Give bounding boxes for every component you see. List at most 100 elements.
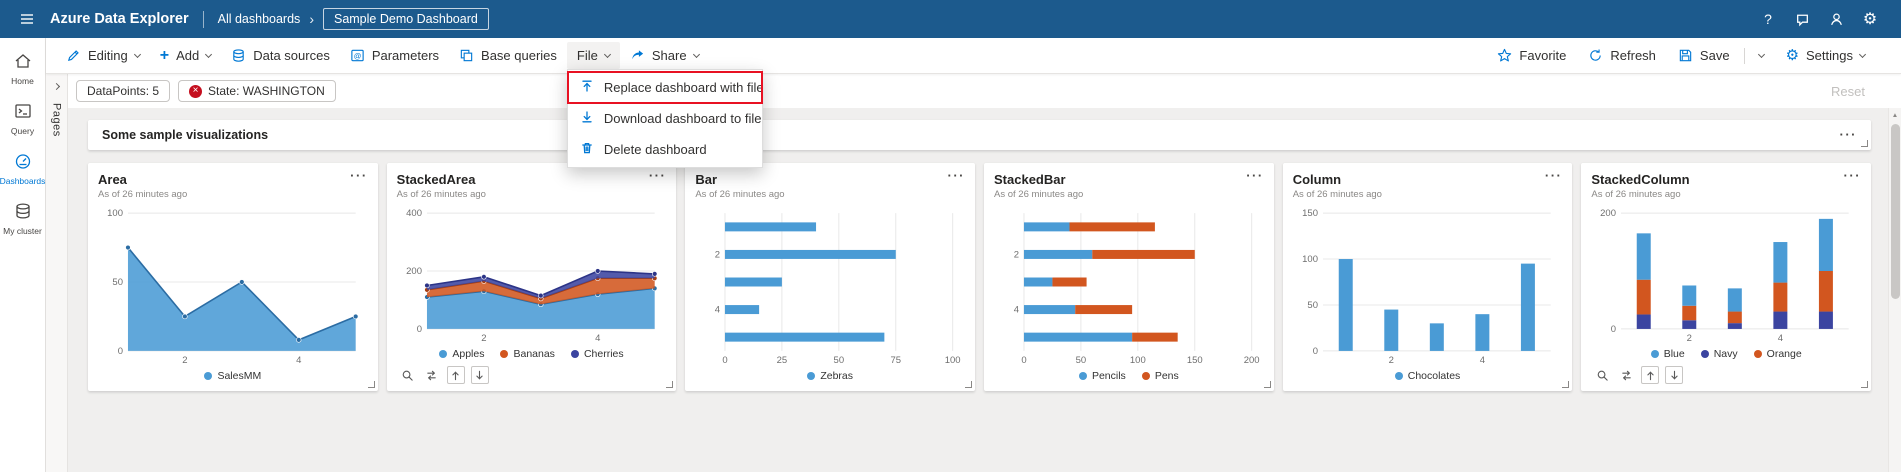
legend-label: Pencils — [1091, 370, 1126, 382]
tile-more-menu-icon[interactable]: ··· — [1839, 127, 1857, 142]
tile-more-menu-icon[interactable]: ··· — [648, 168, 667, 183]
dashboard-name-box[interactable]: Sample Demo Dashboard — [322, 8, 489, 30]
resize-handle-icon[interactable] — [666, 381, 674, 388]
sidebar-item-label: Query — [10, 126, 35, 136]
save-more-options-button[interactable] — [1749, 49, 1774, 63]
legend-item[interactable]: Pens — [1141, 370, 1179, 382]
feedback-icon[interactable] — [1787, 4, 1817, 34]
resize-handle-icon[interactable] — [1263, 381, 1271, 388]
legend-item[interactable]: Apples — [439, 348, 484, 360]
stacked-bar-chart: 0 50 100 150 200 2 4 — [994, 203, 1264, 366]
editing-mode-button[interactable]: Editing — [56, 42, 150, 69]
legend-item[interactable]: Cherries — [570, 348, 624, 360]
breadcrumb-separator-icon: › — [309, 11, 314, 27]
add-button[interactable]: + Add — [150, 42, 221, 69]
legend-label: Apples — [452, 348, 485, 360]
move-down-icon[interactable] — [470, 366, 489, 384]
scroll-up-arrow-icon[interactable]: ▲ — [1891, 112, 1899, 119]
favorite-button[interactable]: Favorite — [1487, 42, 1576, 69]
svg-text:75: 75 — [891, 355, 902, 366]
svg-text:4: 4 — [1014, 305, 1019, 316]
legend-dot-icon — [439, 350, 448, 358]
hamburger-menu-icon[interactable] — [10, 0, 44, 38]
tile-subtitle: As of 26 minutes ago — [1591, 189, 1681, 200]
help-icon[interactable]: ? — [1764, 11, 1772, 27]
reset-filters-button[interactable]: Reset — [1831, 83, 1865, 99]
resize-handle-icon[interactable] — [965, 381, 973, 388]
svg-text:50: 50 — [112, 277, 123, 288]
star-icon — [1497, 48, 1512, 63]
tile-more-menu-icon[interactable]: ··· — [1246, 168, 1264, 183]
legend-item[interactable]: Zebras — [807, 370, 853, 382]
save-button[interactable]: Save — [1668, 42, 1740, 69]
share-button[interactable]: Share — [620, 42, 709, 69]
tile-more-menu-icon[interactable]: ··· — [1544, 168, 1563, 183]
stacked-column-chart: 0 200 2 4 — [1591, 203, 1861, 344]
legend-item[interactable]: Orange — [1753, 348, 1802, 360]
legend-label: SalesMM — [217, 370, 262, 382]
sidebar-item-query[interactable]: Query — [0, 94, 46, 144]
legend-label: Pens — [1154, 370, 1179, 382]
legend-item[interactable]: Pencils — [1078, 370, 1126, 382]
top-app-bar: Azure Data Explorer All dashboards › Sam… — [0, 0, 1901, 38]
menu-item-replace-dashboard[interactable]: Replace dashboard with file — [566, 71, 764, 104]
database-icon — [231, 48, 246, 63]
svg-text:@: @ — [354, 51, 362, 60]
legend-item[interactable]: Blue — [1650, 348, 1685, 360]
legend-item[interactable]: Navy — [1700, 348, 1738, 360]
tile-more-menu-icon[interactable]: ··· — [947, 168, 966, 183]
move-down-icon[interactable] — [1665, 366, 1684, 384]
scrollbar-thumb[interactable] — [1891, 124, 1900, 299]
sidebar-item-home[interactable]: Home — [0, 44, 46, 94]
tile-title: StackedBar — [994, 172, 1066, 187]
legend-dot-icon — [500, 350, 509, 358]
zoom-icon[interactable] — [399, 366, 417, 384]
swap-arrows-icon[interactable] — [1617, 366, 1635, 384]
file-menu-button[interactable]: File Replace dashboard with file — [566, 42, 764, 168]
refresh-button[interactable]: Refresh — [1578, 42, 1666, 69]
parameters-button[interactable]: @ Parameters — [340, 42, 449, 69]
data-sources-button[interactable]: Data sources — [221, 42, 340, 69]
pencil-icon — [66, 48, 81, 63]
legend-item[interactable]: Bananas — [500, 348, 555, 360]
portal-settings-gear-icon[interactable]: ⚙ — [1862, 11, 1878, 28]
account-icon[interactable] — [1821, 4, 1851, 34]
expand-pages-icon[interactable] — [52, 82, 61, 91]
resize-handle-icon[interactable] — [1562, 381, 1570, 388]
resize-handle-icon[interactable] — [367, 381, 375, 388]
sidebar-item-my-cluster[interactable]: My cluster — [0, 194, 46, 244]
clear-filter-icon[interactable]: × — [189, 84, 203, 98]
chart-legend: Zebras — [695, 366, 965, 386]
settings-label: Settings — [1806, 48, 1853, 63]
toolbar-right-actions: Favorite Refresh Save — [1487, 42, 1875, 69]
editing-label: Editing — [88, 48, 128, 63]
sidebar-item-dashboards[interactable]: Dashboards — [0, 144, 46, 194]
resize-handle-icon[interactable] — [1861, 381, 1869, 388]
breadcrumb-all-dashboards[interactable]: All dashboards — [217, 12, 301, 26]
move-up-icon[interactable] — [446, 366, 465, 384]
svg-text:2: 2 — [715, 249, 720, 260]
state-parameter-pill[interactable]: × State: WASHINGTON — [178, 80, 336, 102]
tile-more-menu-icon[interactable]: ··· — [1843, 168, 1862, 183]
svg-text:50: 50 — [1076, 355, 1087, 366]
resize-handle-icon[interactable] — [1861, 140, 1868, 147]
legend-item[interactable]: Chocolates — [1394, 370, 1460, 382]
svg-text:4: 4 — [1479, 355, 1484, 366]
tile-more-menu-icon[interactable]: ··· — [350, 168, 368, 183]
menu-item-delete-dashboard[interactable]: Delete dashboard — [568, 134, 762, 165]
add-label: Add — [176, 48, 200, 63]
menu-item-download-dashboard[interactable]: Download dashboard to file — [568, 103, 762, 134]
legend-item[interactable]: SalesMM — [204, 370, 261, 382]
sidebar-item-label: Dashboards — [0, 176, 46, 186]
swap-arrows-icon[interactable] — [423, 366, 441, 384]
datapoints-parameter-pill[interactable]: DataPoints: 5 — [76, 80, 171, 102]
chevron-down-icon — [1757, 50, 1765, 58]
move-up-icon[interactable] — [1641, 366, 1660, 384]
pages-panel-collapsed[interactable]: Pages — [46, 74, 68, 472]
vertical-scrollbar[interactable]: ▲ — [1888, 108, 1901, 472]
svg-text:4: 4 — [595, 333, 600, 344]
base-queries-button[interactable]: Base queries — [449, 42, 567, 69]
settings-button[interactable]: ⚙ Settings — [1776, 42, 1875, 69]
legend-dot-icon — [204, 372, 213, 380]
zoom-icon[interactable] — [1593, 366, 1611, 384]
